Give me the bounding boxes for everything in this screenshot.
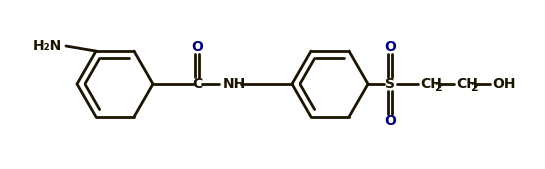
Text: NH: NH bbox=[223, 77, 246, 91]
Text: OH: OH bbox=[492, 77, 516, 91]
Text: O: O bbox=[384, 40, 396, 54]
Text: S: S bbox=[385, 77, 395, 91]
Text: H₂N: H₂N bbox=[33, 39, 62, 53]
Text: CH: CH bbox=[420, 77, 442, 91]
Text: CH: CH bbox=[456, 77, 478, 91]
Text: C: C bbox=[192, 77, 202, 91]
Text: O: O bbox=[191, 40, 203, 54]
Text: 2: 2 bbox=[434, 83, 442, 93]
Text: O: O bbox=[384, 114, 396, 128]
Text: 2: 2 bbox=[470, 83, 478, 93]
